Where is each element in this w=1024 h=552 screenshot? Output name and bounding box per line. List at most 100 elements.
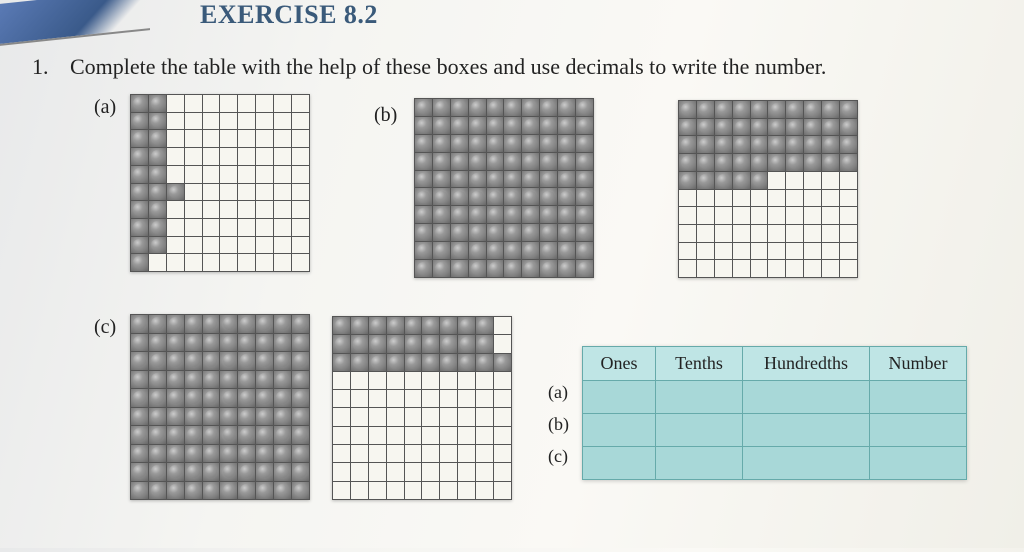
grid-cell [768, 172, 785, 189]
grid-cell [292, 219, 309, 236]
grid-cell [768, 190, 785, 207]
grid-cell [451, 206, 468, 223]
grid-cell [840, 243, 857, 260]
grid-cell [256, 315, 273, 333]
grid-cell [292, 184, 309, 201]
grid-cell [238, 315, 255, 333]
grid-cell [440, 463, 457, 480]
grid-cell [451, 242, 468, 259]
grid-cell [220, 166, 237, 183]
table-cell[interactable] [583, 381, 656, 414]
grid-cell [274, 184, 291, 201]
grid-cell [768, 207, 785, 224]
place-value-table: OnesTenthsHundredthsNumber [582, 346, 967, 480]
table-cell[interactable] [656, 447, 743, 480]
grid-cell [768, 154, 785, 171]
grid-cell [256, 166, 273, 183]
grid-cell [422, 463, 439, 480]
grid-cell [256, 113, 273, 130]
grid-cell [751, 119, 768, 136]
grid-cell [167, 482, 184, 500]
grid-cell [369, 408, 386, 425]
grid-cell [256, 389, 273, 407]
grid-cell [469, 135, 486, 152]
table-cell[interactable] [583, 414, 656, 447]
grid-cell [522, 224, 539, 241]
grid-cell [274, 130, 291, 147]
hundred-grid-b-1 [414, 98, 594, 278]
grid-cell [715, 225, 732, 242]
grid-cell [185, 445, 202, 463]
grid-cell [576, 117, 593, 134]
table-cell[interactable] [870, 381, 967, 414]
grid-cell [804, 243, 821, 260]
table-cell[interactable] [870, 447, 967, 480]
table-cell[interactable] [870, 414, 967, 447]
grid-cell [504, 117, 521, 134]
grid-cell [822, 136, 839, 153]
grid-cell [405, 445, 422, 462]
grid-cell [487, 224, 504, 241]
grid-cell [149, 201, 166, 218]
table-cell[interactable] [743, 381, 870, 414]
grid-cell [387, 427, 404, 444]
grid-cell [167, 426, 184, 444]
grid-cell [558, 260, 575, 277]
grid-cell [458, 463, 475, 480]
grid-cell [387, 372, 404, 389]
grid-cell [522, 153, 539, 170]
grid-cell [733, 225, 750, 242]
table-cell[interactable] [583, 447, 656, 480]
grid-cell [440, 335, 457, 352]
grid-cell [715, 190, 732, 207]
grid-cell [786, 207, 803, 224]
grid-cell [804, 207, 821, 224]
grid-cell [274, 408, 291, 426]
grid-cell [167, 371, 184, 389]
grid-cell [786, 243, 803, 260]
table-cell[interactable] [656, 414, 743, 447]
grid-cell [167, 334, 184, 352]
grid-cell [422, 482, 439, 499]
table-cell[interactable] [656, 381, 743, 414]
table-cell[interactable] [743, 414, 870, 447]
grid-cell [733, 154, 750, 171]
grid-cell [522, 135, 539, 152]
grid-cell [256, 219, 273, 236]
grid-cell [292, 482, 309, 500]
grid-cell [131, 408, 148, 426]
grid-cell [220, 426, 237, 444]
grid-cell [185, 201, 202, 218]
grid-cell [203, 352, 220, 370]
grid-cell [256, 463, 273, 481]
grid-cell [494, 427, 511, 444]
grid-cell [422, 354, 439, 371]
grid-cell [558, 153, 575, 170]
grid-cell [369, 482, 386, 499]
grid-cell [469, 224, 486, 241]
grid-cell [522, 188, 539, 205]
table-row [583, 447, 967, 480]
grid-cell [167, 166, 184, 183]
grid-cell [733, 190, 750, 207]
grid-cell [167, 113, 184, 130]
grid-cell [274, 426, 291, 444]
grid-cell [167, 184, 184, 201]
grid-cell [405, 372, 422, 389]
grid-cell [422, 445, 439, 462]
grid-cell [504, 242, 521, 259]
grid-cell [451, 171, 468, 188]
grid-cell [149, 148, 166, 165]
grid-cell [679, 225, 696, 242]
grid-cell [274, 219, 291, 236]
table-cell[interactable] [743, 447, 870, 480]
grid-cell [203, 95, 220, 112]
grid-cell [576, 99, 593, 116]
grid-cell [131, 130, 148, 147]
grid-cell [203, 166, 220, 183]
hundred-grid-c-2 [332, 316, 512, 500]
grid-cell [558, 99, 575, 116]
grid-cell [679, 190, 696, 207]
grid-cell [292, 201, 309, 218]
grid-cell [149, 254, 166, 271]
